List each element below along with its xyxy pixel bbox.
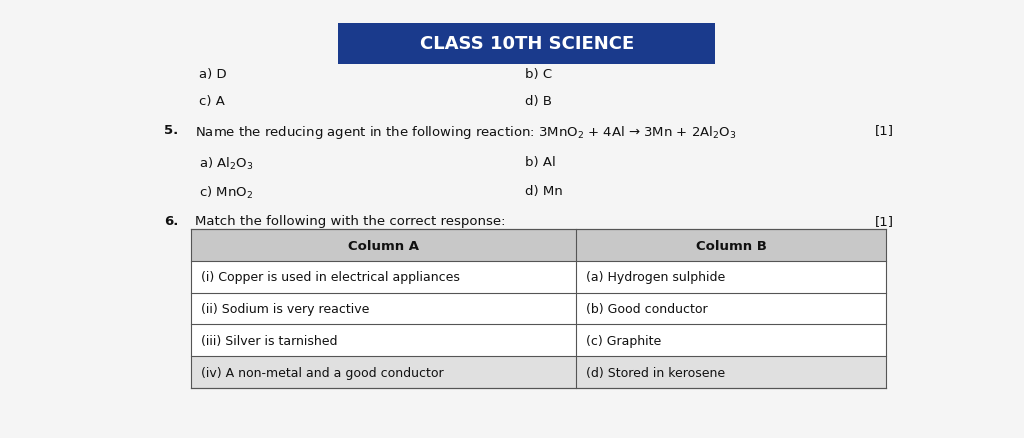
Text: (b) Good conductor: (b) Good conductor: [586, 302, 708, 315]
Text: Column B: Column B: [695, 239, 767, 252]
Text: (a) Hydrogen sulphide: (a) Hydrogen sulphide: [586, 271, 725, 284]
FancyBboxPatch shape: [191, 230, 886, 388]
Text: (i) Copper is used in electrical appliances: (i) Copper is used in electrical applian…: [201, 271, 460, 284]
Text: (c) Graphite: (c) Graphite: [586, 334, 662, 347]
Text: d) B: d) B: [524, 95, 552, 108]
Text: c) MnO$_2$: c) MnO$_2$: [200, 184, 253, 200]
Text: Column A: Column A: [348, 239, 420, 252]
FancyBboxPatch shape: [191, 357, 886, 388]
Text: Match the following with the correct response:: Match the following with the correct res…: [196, 215, 506, 227]
Text: 5.: 5.: [164, 124, 178, 136]
Text: d) Mn: d) Mn: [524, 184, 562, 197]
Text: (ii) Sodium is very reactive: (ii) Sodium is very reactive: [201, 302, 370, 315]
FancyBboxPatch shape: [338, 24, 715, 64]
Text: b) C: b) C: [524, 68, 552, 81]
Text: c) A: c) A: [200, 95, 225, 108]
Text: b) Al: b) Al: [524, 155, 556, 168]
Text: (iv) A non-metal and a good conductor: (iv) A non-metal and a good conductor: [201, 366, 443, 379]
Text: [1]: [1]: [874, 124, 894, 136]
Text: a) Al$_2$O$_3$: a) Al$_2$O$_3$: [200, 155, 254, 172]
Text: (d) Stored in kerosene: (d) Stored in kerosene: [586, 366, 725, 379]
Text: [1]: [1]: [874, 215, 894, 227]
Text: Name the reducing agent in the following reaction: 3MnO$_2$ + 4Al → 3Mn + 2Al$_2: Name the reducing agent in the following…: [196, 124, 737, 140]
FancyBboxPatch shape: [191, 230, 886, 261]
Text: a) D: a) D: [200, 68, 227, 81]
Text: CLASS 10TH SCIENCE: CLASS 10TH SCIENCE: [420, 35, 634, 53]
Text: 6.: 6.: [164, 215, 178, 227]
Text: (iii) Silver is tarnished: (iii) Silver is tarnished: [201, 334, 338, 347]
